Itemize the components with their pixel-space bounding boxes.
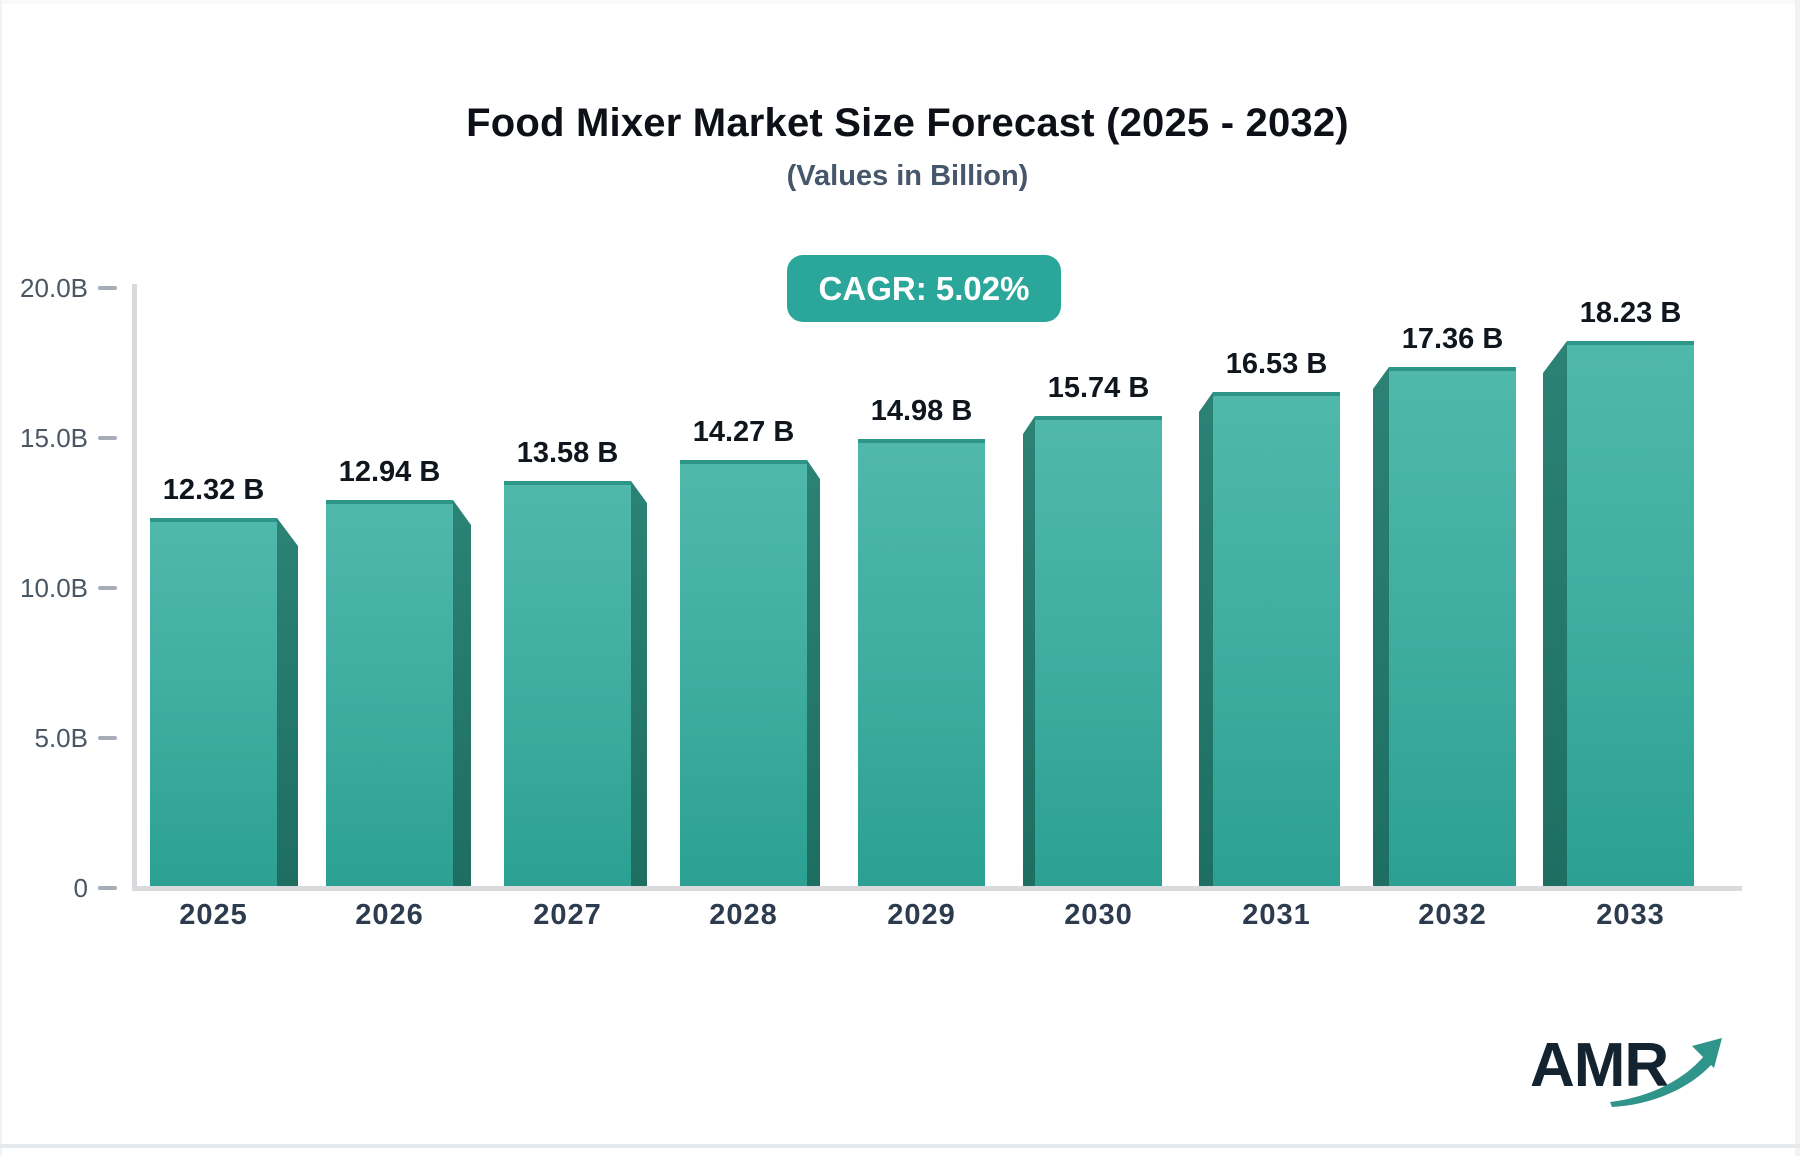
x-tick-label-2026: 2026 [355,899,424,931]
frame-edge-top [0,0,1800,4]
bar-value-label: 18.23 B [1579,297,1682,329]
bar-face-2026 [326,500,453,886]
frame-edge-right [1795,0,1800,1156]
bar-side-2031 [1199,392,1213,886]
frame-edge-bottom [0,1144,1800,1148]
bar-face-2032 [1389,367,1516,886]
y-tick-dash [98,286,117,290]
x-tick-label-2027: 2027 [533,899,602,931]
y-tick-label: 5.0B [34,723,89,753]
y-tick-dash [98,736,117,740]
bar-value-label: 15.74 B [1047,372,1150,404]
bar-side-2032 [1373,367,1389,886]
bar-face-2027 [504,481,631,886]
bar-side-2027 [631,481,647,886]
y-axis-line [132,284,137,890]
y-tick-label: 0 [73,873,88,903]
bar-side-2030 [1023,416,1035,886]
cagr-badge: CAGR: 5.02% [787,255,1061,322]
y-tick-label: 10.0B [20,573,88,603]
chart-subtitle: (Values in Billion) [786,160,1029,192]
bar-value-label: 14.27 B [692,416,795,448]
x-tick-label-2028: 2028 [709,899,778,931]
bar-face-2028 [680,460,807,886]
bar-side-2033 [1543,341,1567,886]
x-tick-label-2032: 2032 [1418,899,1487,931]
bar-side-2025 [277,518,298,886]
bar-face-2033 [1567,341,1694,886]
x-tick-label-2025: 2025 [179,899,248,931]
y-tick-label: 15.0B [20,423,88,453]
bar-face-2025 [150,518,277,886]
trend-up-arrow-icon [1610,1038,1722,1107]
y-tick-dash [98,586,117,590]
bar-value-label: 13.58 B [516,437,619,469]
x-tick-label-2031: 2031 [1242,899,1311,931]
bar-value-label: 12.32 B [162,474,265,506]
x-tick-label-2029: 2029 [887,899,956,931]
logo-amr: AMR [1530,1030,1722,1110]
x-axis-line [132,886,1742,891]
bar-value-label: 12.94 B [338,456,441,488]
bar-side-2026 [453,500,471,886]
bar-face-2031 [1213,392,1340,886]
bar-face-2030 [1035,416,1162,886]
bar-value-label: 14.98 B [870,395,973,427]
chart-title: Food Mixer Market Size Forecast (2025 - … [466,101,1349,145]
bar-value-label: 16.53 B [1225,348,1328,380]
x-tick-label-2030: 2030 [1064,899,1133,931]
bar-face-2029 [858,439,985,886]
x-tick-label-2033: 2033 [1596,899,1665,931]
bar-side-2028 [807,460,820,886]
y-tick-dash [98,886,117,890]
y-tick-label: 20.0B [20,273,88,303]
logo-amr-text: AMR [1530,1031,1669,1100]
bar-value-label: 17.36 B [1401,323,1504,355]
y-tick-dash [98,436,117,440]
frame-edge-left [0,0,2,1156]
